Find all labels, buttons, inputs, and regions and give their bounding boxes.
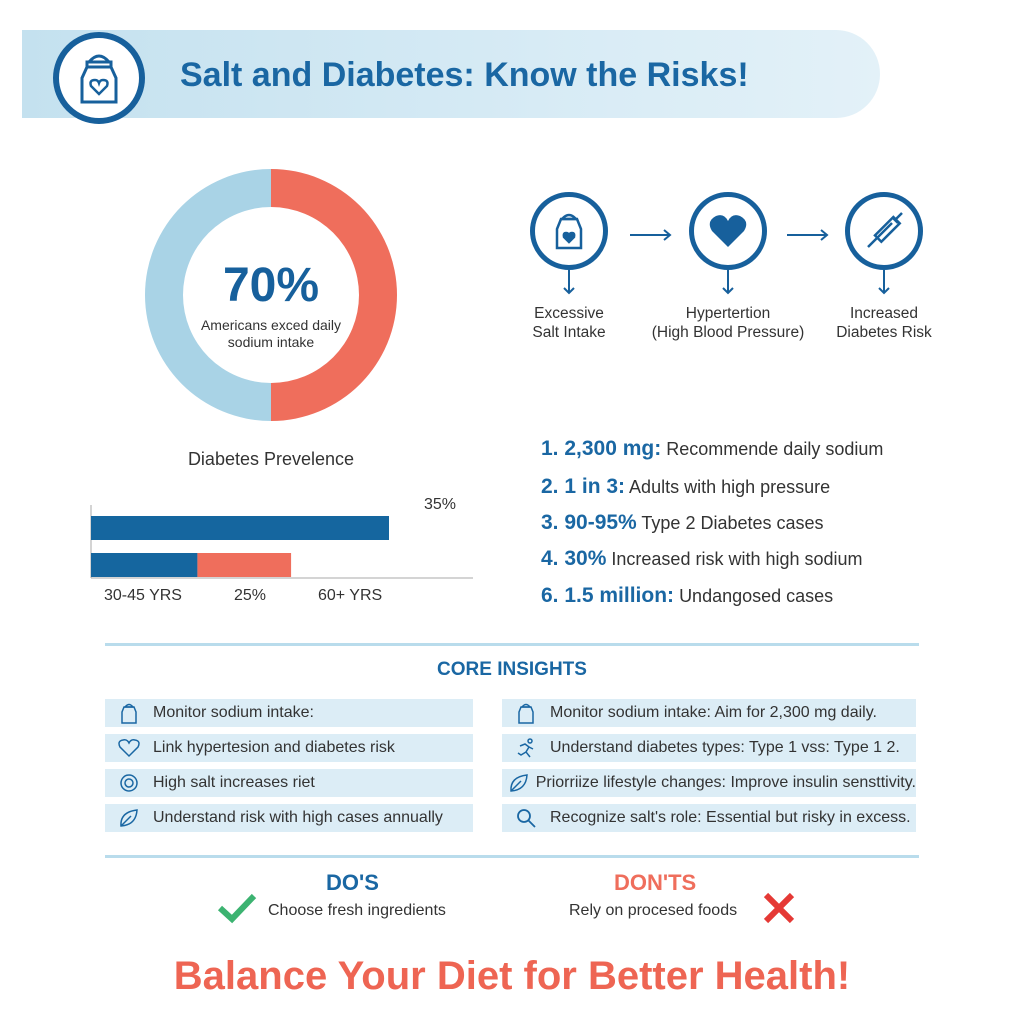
leaf-icon [105, 807, 153, 829]
bar-35 [91, 516, 389, 540]
insight-text: Recognize salt's role: Essential but ris… [550, 809, 911, 826]
bar-label-30-45: 30-45 YRS [104, 587, 182, 604]
insight-text: Link hypertesion and diabetes risk [153, 739, 395, 756]
header-banner [22, 30, 880, 118]
bar-chart-title: Diabetes Prevelence [187, 449, 355, 469]
arrow-right-icon [787, 229, 829, 241]
insight-text: High salt increases riet [153, 774, 315, 791]
salt-shaker-heart-icon [53, 32, 145, 124]
footer-slogan: Balance Your Diet for Better Health! [173, 954, 851, 998]
insight-item: Recognize salt's role: Essential but ris… [502, 804, 916, 832]
x-mark-icon [763, 892, 795, 924]
leaf-icon [502, 772, 536, 794]
insight-text: Understand risk with high cases annually [153, 809, 443, 826]
donut-caption-1: Americans exced daily [200, 317, 342, 333]
donts-title: DON'TS [614, 870, 697, 895]
heart-icon [689, 192, 767, 270]
divider [105, 643, 919, 646]
bar-chart [90, 505, 473, 579]
donut-caption-2: sodium intake [227, 334, 315, 350]
stat-item: 4. 30% Increased risk with high sodium [541, 547, 863, 570]
core-insights-title: CORE INSIGHTS [437, 659, 587, 680]
salt-shaker-icon [502, 702, 550, 724]
heart-icon [105, 738, 153, 758]
stat-item: 1. 2,300 mg: Recommende daily sodium [541, 437, 884, 460]
insight-item: Understand diabetes types: Type 1 vss: T… [502, 734, 916, 762]
insight-item: Priorriize lifestyle changes: Improve in… [502, 769, 916, 797]
donts-text: Rely on procesed foods [569, 902, 738, 919]
page-title: Salt and Diabetes: Know the Risks! [180, 56, 749, 94]
insight-item: Monitor sodium intake: Aim for 2,300 mg … [502, 699, 916, 727]
dos-text: Choose fresh ingredients [268, 902, 446, 919]
salt-shaker-icon [105, 702, 153, 724]
donut-chart [145, 169, 397, 421]
bar-label-60plus: 60+ YRS [318, 587, 383, 604]
stat-item: 3. 90-95% Type 2 Diabetes cases [541, 511, 824, 534]
bar-label-25: 25% [234, 587, 267, 604]
insight-text: Monitor sodium intake: Aim for 2,300 mg … [550, 704, 877, 721]
bar-coral-segment [197, 553, 292, 577]
target-icon [105, 773, 153, 793]
flow-label-hypertension: Hypertertion (High Blood Pressure) [651, 305, 805, 341]
bar-label-35: 35% [424, 496, 457, 513]
donut-slice-light-blue [145, 169, 271, 421]
arrow-down-icon [563, 270, 575, 295]
insight-text: Priorriize lifestyle changes: Improve in… [535, 774, 916, 791]
divider [105, 855, 919, 858]
insight-text: Understand diabetes types: Type 1 vss: T… [550, 739, 900, 756]
insight-item: Understand risk with high cases annually [105, 804, 473, 832]
flow-arrows [563, 229, 890, 295]
arrow-down-icon [722, 270, 734, 295]
flow-label-diabetes: Increased Diabetes Risk [836, 305, 932, 341]
insight-item: High salt increases riet [105, 769, 473, 797]
arrow-down-icon [878, 270, 890, 295]
insight-item: Monitor sodium intake: [105, 699, 473, 727]
dos-title: DO'S [326, 870, 379, 895]
checkmark-icon [217, 893, 257, 924]
salt-shaker-icon [530, 192, 608, 270]
syringe-icon [845, 192, 923, 270]
arrow-right-icon [630, 229, 672, 241]
running-person-icon [502, 737, 550, 759]
donut-value: 70% [222, 259, 320, 312]
flow-label-salt: Excessive Salt Intake [532, 305, 606, 341]
search-icon [502, 807, 550, 829]
insight-text: Monitor sodium intake: [153, 704, 314, 721]
bar-blue-segment [91, 553, 198, 577]
insight-item: Link hypertesion and diabetes risk [105, 734, 473, 762]
stat-item: 6. 1.5 million: Undangosed cases [541, 584, 834, 607]
stat-item: 2. 1 in 3: Adults with high pressure [541, 475, 831, 498]
donut-slice-coral [271, 169, 397, 421]
